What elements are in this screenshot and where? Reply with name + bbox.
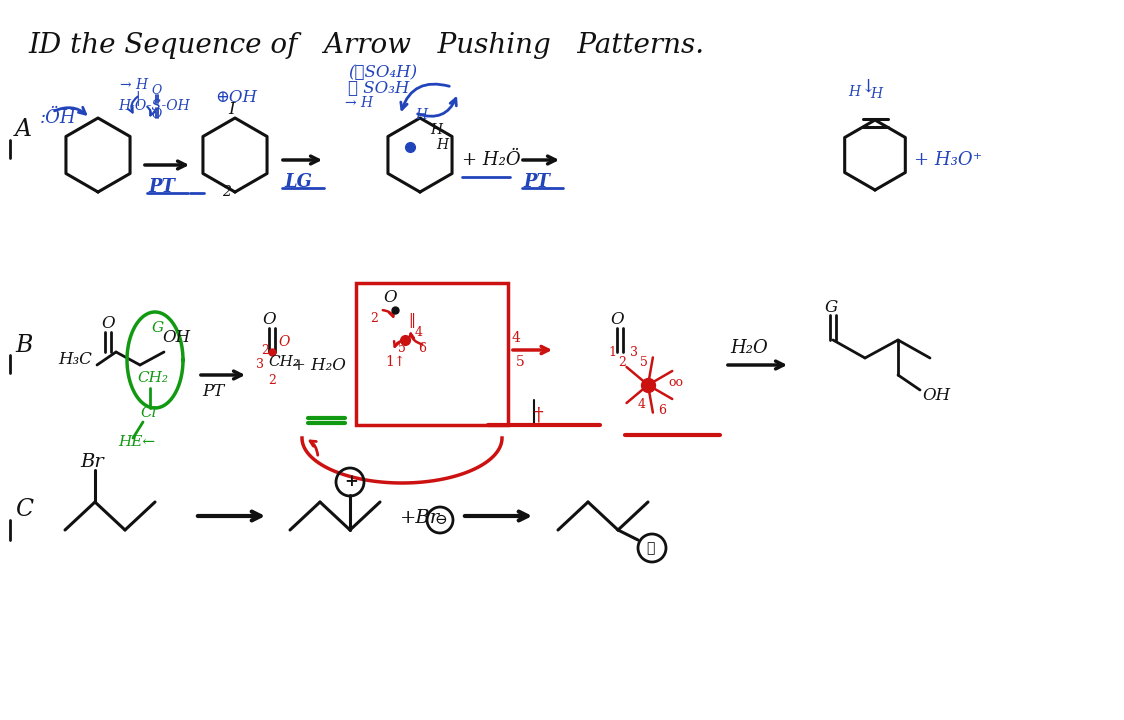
Text: ↓: ↓ xyxy=(860,78,876,96)
Text: H: H xyxy=(436,138,448,152)
Text: PT: PT xyxy=(148,178,175,196)
Text: + H₂Ö: + H₂Ö xyxy=(462,151,520,169)
Text: O: O xyxy=(610,312,624,328)
Text: O: O xyxy=(262,312,275,328)
Text: 4: 4 xyxy=(513,331,520,345)
Text: PT: PT xyxy=(523,173,550,191)
Text: (ⓑSO₄H): (ⓑSO₄H) xyxy=(348,63,417,81)
Text: O: O xyxy=(383,289,397,307)
Text: 2: 2 xyxy=(618,356,626,369)
Text: O: O xyxy=(152,84,162,96)
Text: I: I xyxy=(228,102,235,119)
Text: CH₂: CH₂ xyxy=(268,355,299,369)
Text: 2: 2 xyxy=(268,374,275,387)
Text: 5: 5 xyxy=(516,355,525,369)
Text: CH₂: CH₂ xyxy=(137,371,167,385)
Text: 2: 2 xyxy=(370,312,378,325)
Text: OH: OH xyxy=(162,330,190,346)
Text: 1: 1 xyxy=(608,346,616,359)
Text: G: G xyxy=(825,300,839,317)
Text: 2: 2 xyxy=(223,185,230,199)
Text: O: O xyxy=(278,335,289,349)
Text: +Br: +Br xyxy=(400,509,441,527)
Text: ‖: ‖ xyxy=(408,312,415,328)
Text: B: B xyxy=(15,333,33,356)
Text: + H₃O⁺: + H₃O⁺ xyxy=(914,151,982,169)
Text: Cl: Cl xyxy=(140,406,156,420)
Text: O: O xyxy=(101,315,115,331)
Text: H-O-S-OH: H-O-S-OH xyxy=(118,99,190,113)
Text: 1↑: 1↑ xyxy=(386,355,406,369)
Text: †: † xyxy=(533,406,543,424)
Text: ⊕OH: ⊕OH xyxy=(215,89,257,106)
Text: Br: Br xyxy=(80,453,103,471)
Text: |: | xyxy=(135,91,139,106)
Text: O: O xyxy=(152,109,162,122)
Text: OH: OH xyxy=(922,387,950,403)
Text: H₃C: H₃C xyxy=(58,351,92,369)
Text: oo: oo xyxy=(668,376,683,389)
Text: HE←: HE← xyxy=(118,435,155,449)
Text: 6: 6 xyxy=(658,403,667,416)
Text: → H: → H xyxy=(345,96,373,110)
Text: LG: LG xyxy=(284,173,312,191)
Text: 3: 3 xyxy=(256,359,264,372)
Text: C: C xyxy=(15,498,33,521)
Text: ⊖: ⊖ xyxy=(434,513,446,527)
Text: + H₂O: + H₂O xyxy=(292,356,346,374)
Text: G: G xyxy=(152,321,164,335)
Text: ④: ④ xyxy=(646,541,654,555)
Text: 5: 5 xyxy=(398,341,406,354)
Text: 3: 3 xyxy=(629,346,638,359)
Text: H: H xyxy=(870,87,882,101)
Text: H: H xyxy=(415,108,427,122)
Text: H: H xyxy=(847,85,860,99)
Text: 4: 4 xyxy=(415,325,423,338)
Text: 6: 6 xyxy=(418,341,426,354)
Text: 2: 2 xyxy=(261,343,269,356)
Text: +: + xyxy=(344,474,357,490)
Text: A: A xyxy=(15,119,31,142)
Text: 4: 4 xyxy=(638,398,646,412)
Text: ID the Sequence of   Arrow   Pushing   Patterns.: ID the Sequence of Arrow Pushing Pattern… xyxy=(28,32,704,59)
Text: Ⓑ SO₃H: Ⓑ SO₃H xyxy=(348,79,409,96)
Text: H₂O: H₂O xyxy=(729,339,768,357)
Text: 5: 5 xyxy=(640,356,647,369)
Text: → H: → H xyxy=(120,78,148,92)
Text: H: H xyxy=(430,123,442,137)
Text: PT: PT xyxy=(202,384,225,400)
Text: :ÖH: :ÖH xyxy=(40,109,76,127)
